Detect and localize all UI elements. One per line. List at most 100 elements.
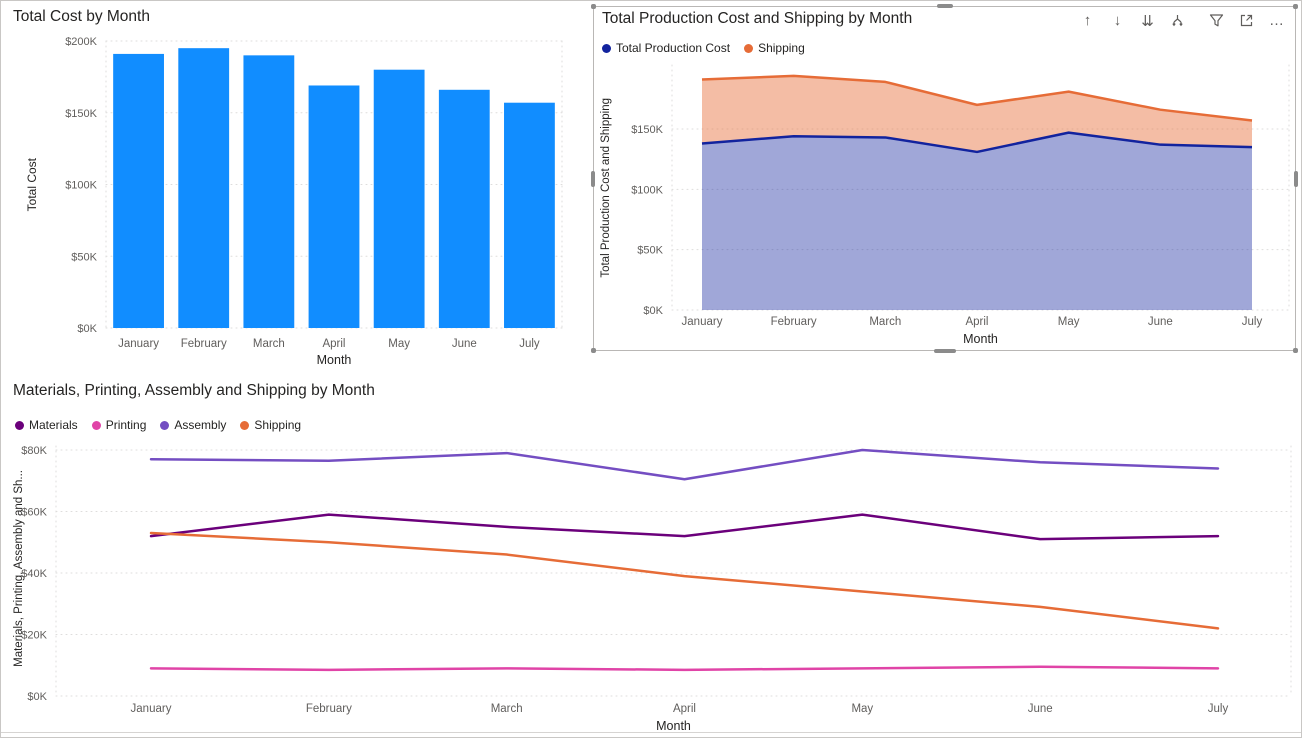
- x-tick-label: May: [1058, 316, 1080, 328]
- y-tick-label: $200K: [65, 36, 97, 48]
- legend-marker: [602, 43, 611, 53]
- legend-label: Printing: [105, 418, 147, 432]
- x-tick-label: January: [682, 316, 723, 328]
- x-tick-label: June: [452, 338, 477, 350]
- resize-handle-top-right[interactable]: [1293, 4, 1298, 9]
- legend-marker: [91, 420, 101, 430]
- x-tick-label: June: [1028, 703, 1053, 715]
- x-tick-label: June: [1148, 316, 1173, 328]
- legend: Total Production Cost Shipping: [602, 41, 805, 55]
- x-tick-label: July: [519, 338, 540, 350]
- line-chart-svg[interactable]: $0K $20K $40K $60K $80K January February March A…: [9, 376, 1296, 733]
- y-tick-label: $50K: [71, 251, 97, 263]
- legend-item-printing[interactable]: Printing: [91, 418, 147, 432]
- legend-item-shipping[interactable]: Shipping: [744, 41, 805, 55]
- x-axis-title: Month: [316, 353, 352, 367]
- legend-item-shipping[interactable]: Shipping: [240, 418, 301, 432]
- expand-all-icon[interactable]: [1169, 12, 1186, 29]
- legend-label: Materials: [29, 418, 78, 432]
- legend-marker: [240, 420, 250, 430]
- legend-label: Assembly: [174, 418, 227, 432]
- y-tick-label: $20K: [21, 630, 47, 642]
- drill-down-icon[interactable]: ↓: [1113, 12, 1122, 29]
- resize-handle-top[interactable]: [936, 4, 953, 8]
- line-printing[interactable]: [149, 665, 1220, 672]
- bar-july[interactable]: [504, 102, 555, 328]
- x-tick-label: July: [1242, 316, 1263, 328]
- y-tick-label: $80K: [21, 445, 47, 457]
- x-tick-label: March: [253, 338, 285, 350]
- x-tick-label: March: [491, 703, 523, 715]
- x-axis-title: Month: [656, 719, 691, 733]
- x-tick-label: January: [131, 703, 172, 715]
- focus-mode-icon[interactable]: [1238, 12, 1255, 29]
- y-tick-label: $100K: [65, 180, 97, 192]
- resize-handle-left[interactable]: [591, 170, 595, 187]
- y-tick-label: $0K: [643, 305, 663, 317]
- legend-marker: [160, 420, 170, 430]
- y-tick-label: $50K: [637, 245, 663, 257]
- resize-handle-top-left[interactable]: [591, 4, 596, 9]
- bar-april[interactable]: [308, 85, 360, 328]
- line-shipping[interactable]: [149, 531, 1220, 630]
- legend-item-assembly[interactable]: Assembly: [160, 418, 226, 432]
- drill-up-icon[interactable]: ↑: [1083, 12, 1092, 29]
- bar-january[interactable]: [113, 53, 164, 328]
- more-options-icon[interactable]: …: [1269, 12, 1284, 29]
- bar-chart-svg[interactable]: $0K $50K $100K $150K $200K January February Mar…: [9, 3, 591, 373]
- resize-handle-bottom-left[interactable]: [591, 348, 596, 353]
- visual-header-toolbar: ↑ ↓ ⇊ …: [1079, 12, 1285, 30]
- area-total-production-cost[interactable]: [702, 132, 1252, 310]
- area-chart-svg[interactable]: $0K $50K $100K $150K January February March Apr…: [594, 7, 1295, 350]
- y-tick-label: $150K: [631, 124, 663, 136]
- visual-total-cost-bar[interactable]: Total Cost by Month Total Cost $0K $50K $1…: [9, 3, 591, 373]
- legend-marker: [744, 43, 754, 53]
- y-tick-label: $100K: [631, 184, 663, 196]
- chart-title: Total Cost by Month: [13, 8, 150, 25]
- line-total-production-cost[interactable]: [701, 131, 1253, 154]
- legend-marker: [15, 420, 24, 430]
- go-to-next-level-icon[interactable]: ⇊: [1141, 12, 1154, 30]
- filter-icon[interactable]: [1208, 12, 1225, 29]
- x-tick-label: April: [965, 316, 988, 328]
- x-tick-label: May: [851, 703, 873, 715]
- legend-label: Shipping: [254, 418, 302, 432]
- y-tick-label: $0K: [77, 323, 97, 335]
- x-tick-label: March: [869, 316, 901, 328]
- resize-handle-bottom-right[interactable]: [1293, 348, 1298, 353]
- legend-label: Total Production Cost: [616, 41, 731, 55]
- visual-cost-breakdown-line[interactable]: Materials, Printing, Assembly and Shippi…: [9, 376, 1296, 733]
- bar-february[interactable]: [178, 48, 230, 329]
- legend-label: Shipping: [758, 41, 805, 55]
- bar-may[interactable]: [373, 69, 425, 328]
- resize-handle-right[interactable]: [1294, 170, 1298, 187]
- legend-item-materials[interactable]: Materials: [15, 418, 78, 432]
- legend: Materials Printing Assembly Shipping: [15, 418, 301, 432]
- canvas-bottom-edge: [1, 732, 1301, 733]
- chart-title: Total Production Cost and Shipping by Mo…: [602, 10, 913, 27]
- visual-production-shipping-area[interactable]: ↑ ↓ ⇊ … Total Production Cost and Shipping …: [591, 4, 1298, 353]
- resize-handle-bottom[interactable]: [933, 349, 956, 353]
- area-shipping[interactable]: [702, 75, 1252, 152]
- x-tick-label: February: [306, 703, 352, 715]
- x-tick-label: May: [388, 338, 410, 350]
- x-tick-label: April: [673, 703, 696, 715]
- line-materials[interactable]: [149, 513, 1220, 541]
- x-tick-label: February: [771, 316, 817, 328]
- x-tick-label: February: [181, 338, 227, 350]
- line-shipping-top[interactable]: [701, 74, 1253, 122]
- y-tick-label: $150K: [65, 108, 97, 120]
- y-tick-label: $40K: [21, 568, 47, 580]
- bar-june[interactable]: [438, 89, 490, 328]
- x-tick-label: April: [322, 338, 345, 350]
- bar-march[interactable]: [243, 55, 295, 328]
- x-axis-title: Month: [963, 332, 998, 346]
- chart-title: Materials, Printing, Assembly and Shippi…: [13, 382, 375, 399]
- line-assembly[interactable]: [149, 448, 1220, 481]
- y-tick-label: $60K: [21, 507, 47, 519]
- y-tick-label: $0K: [27, 691, 47, 703]
- legend-item-production[interactable]: Total Production Cost: [602, 41, 730, 55]
- x-tick-label: January: [118, 338, 159, 350]
- x-tick-label: July: [1208, 703, 1229, 715]
